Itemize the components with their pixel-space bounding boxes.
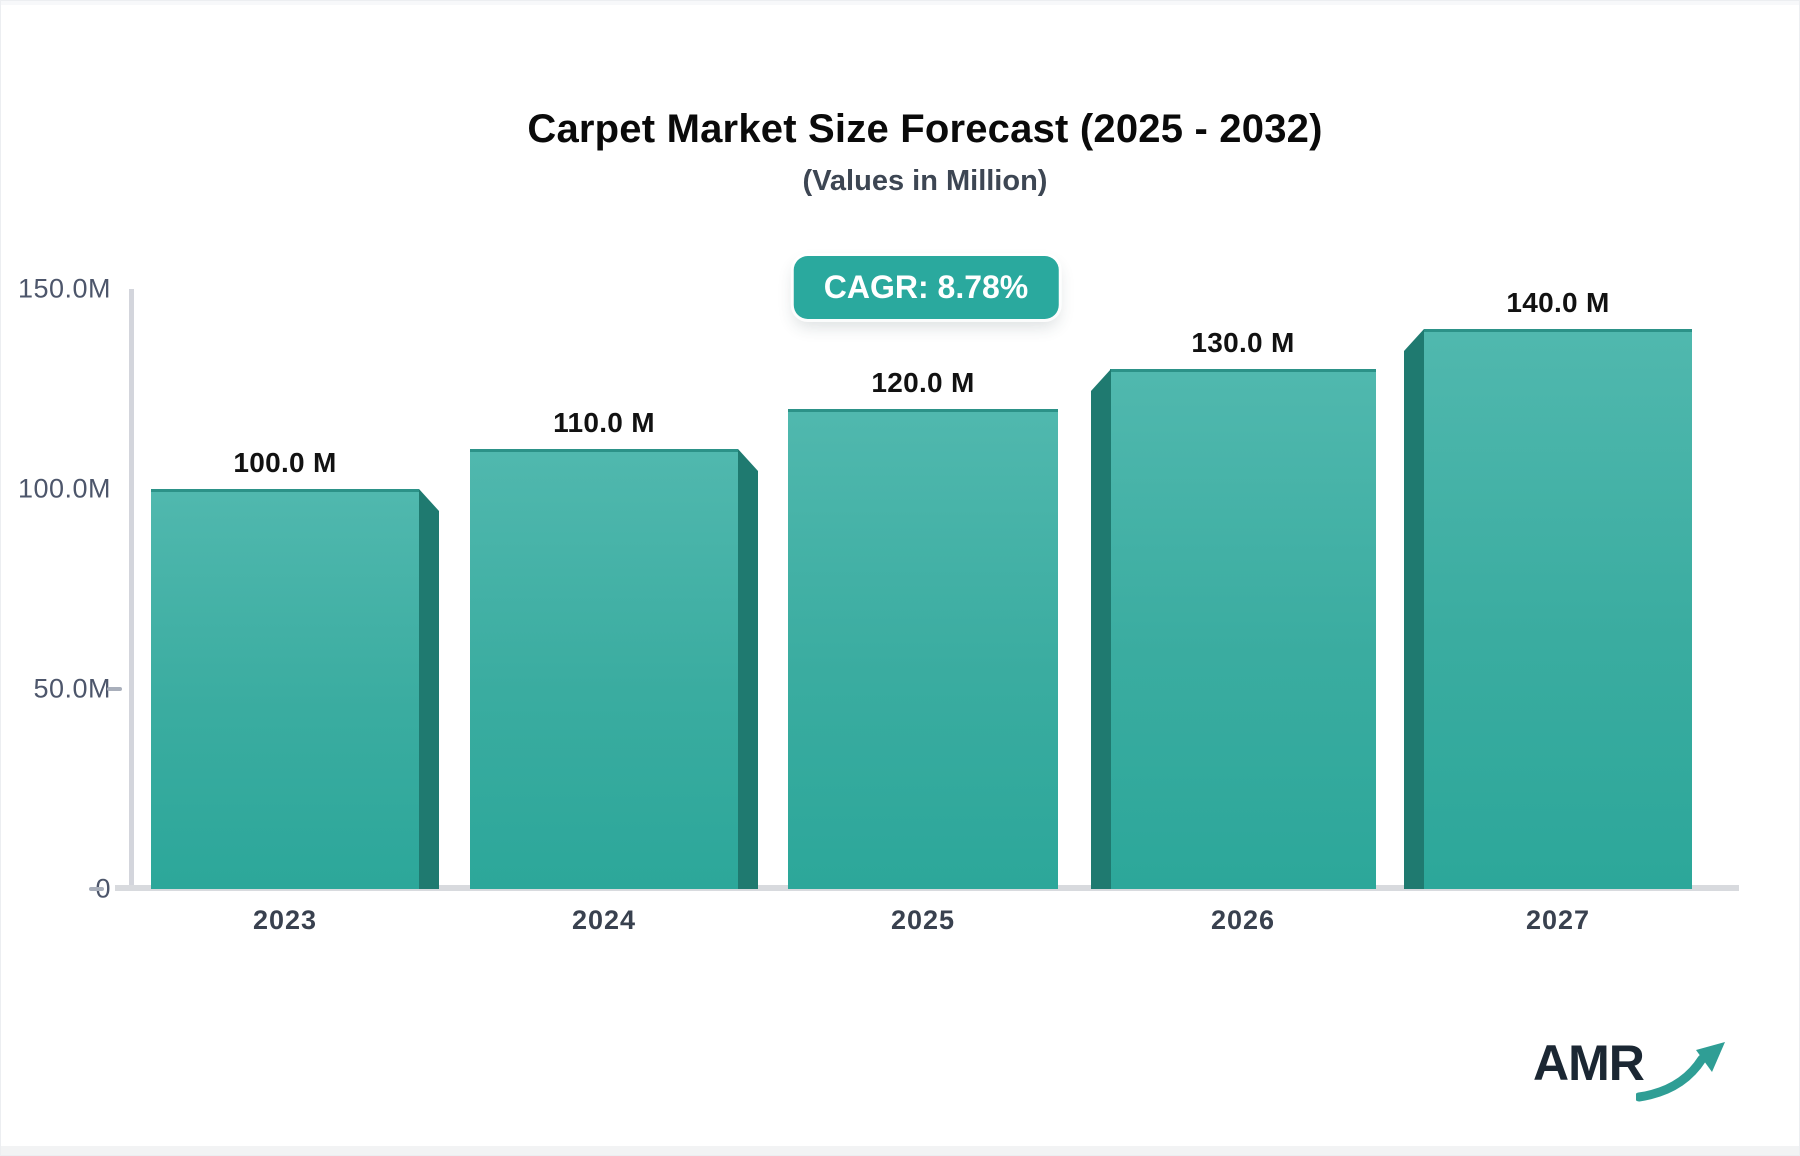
top-edge-strip	[1, 1, 1799, 5]
chart-title: Carpet Market Size Forecast (2025 - 2032…	[527, 107, 1323, 151]
x-tick-label-2023: 2023	[252, 905, 318, 935]
bar-2027	[1424, 329, 1692, 889]
bar-value-label: 100.0 M	[233, 447, 337, 478]
y-tick-label: 50.0M	[33, 673, 111, 704]
y-tick-mark	[89, 887, 104, 891]
bar-2024-side-face	[738, 449, 758, 889]
bottom-edge-strip	[1, 1146, 1799, 1155]
chart-subtitle: (Values in Million)	[802, 165, 1048, 197]
x-tick-label-2026: 2026	[1210, 905, 1276, 935]
x-tick-label-2025: 2025	[890, 905, 956, 935]
bar-2023-side-face	[419, 489, 439, 889]
bar-value-label: 110.0 M	[553, 407, 655, 438]
bar-value-label: 140.0 M	[1506, 287, 1610, 318]
cagr-badge: CAGR: 8.78%	[793, 256, 1059, 319]
bar-2027-side-face	[1404, 329, 1424, 889]
amr-logo: AMR	[1533, 1037, 1728, 1103]
bar-2026-side-face	[1091, 369, 1111, 889]
amr-logo-text: AMR	[1533, 1035, 1645, 1091]
y-tick-label: 150.0M	[17, 273, 111, 304]
bar-2025	[788, 409, 1058, 889]
x-tick-label-2027: 2027	[1525, 905, 1591, 935]
bar-2023	[151, 489, 419, 889]
bar-2024	[470, 449, 738, 889]
y-tick-mark	[107, 687, 122, 691]
bar-value-label: 120.0 M	[871, 367, 975, 398]
y-tick-label: 100.0M	[17, 473, 111, 504]
growth-arrow-icon	[1635, 1042, 1725, 1102]
y-axis-line	[129, 289, 134, 889]
x-tick-label-2024: 2024	[571, 905, 637, 935]
bar-value-label: 130.0 M	[1191, 327, 1295, 358]
bar-2026	[1110, 369, 1376, 889]
